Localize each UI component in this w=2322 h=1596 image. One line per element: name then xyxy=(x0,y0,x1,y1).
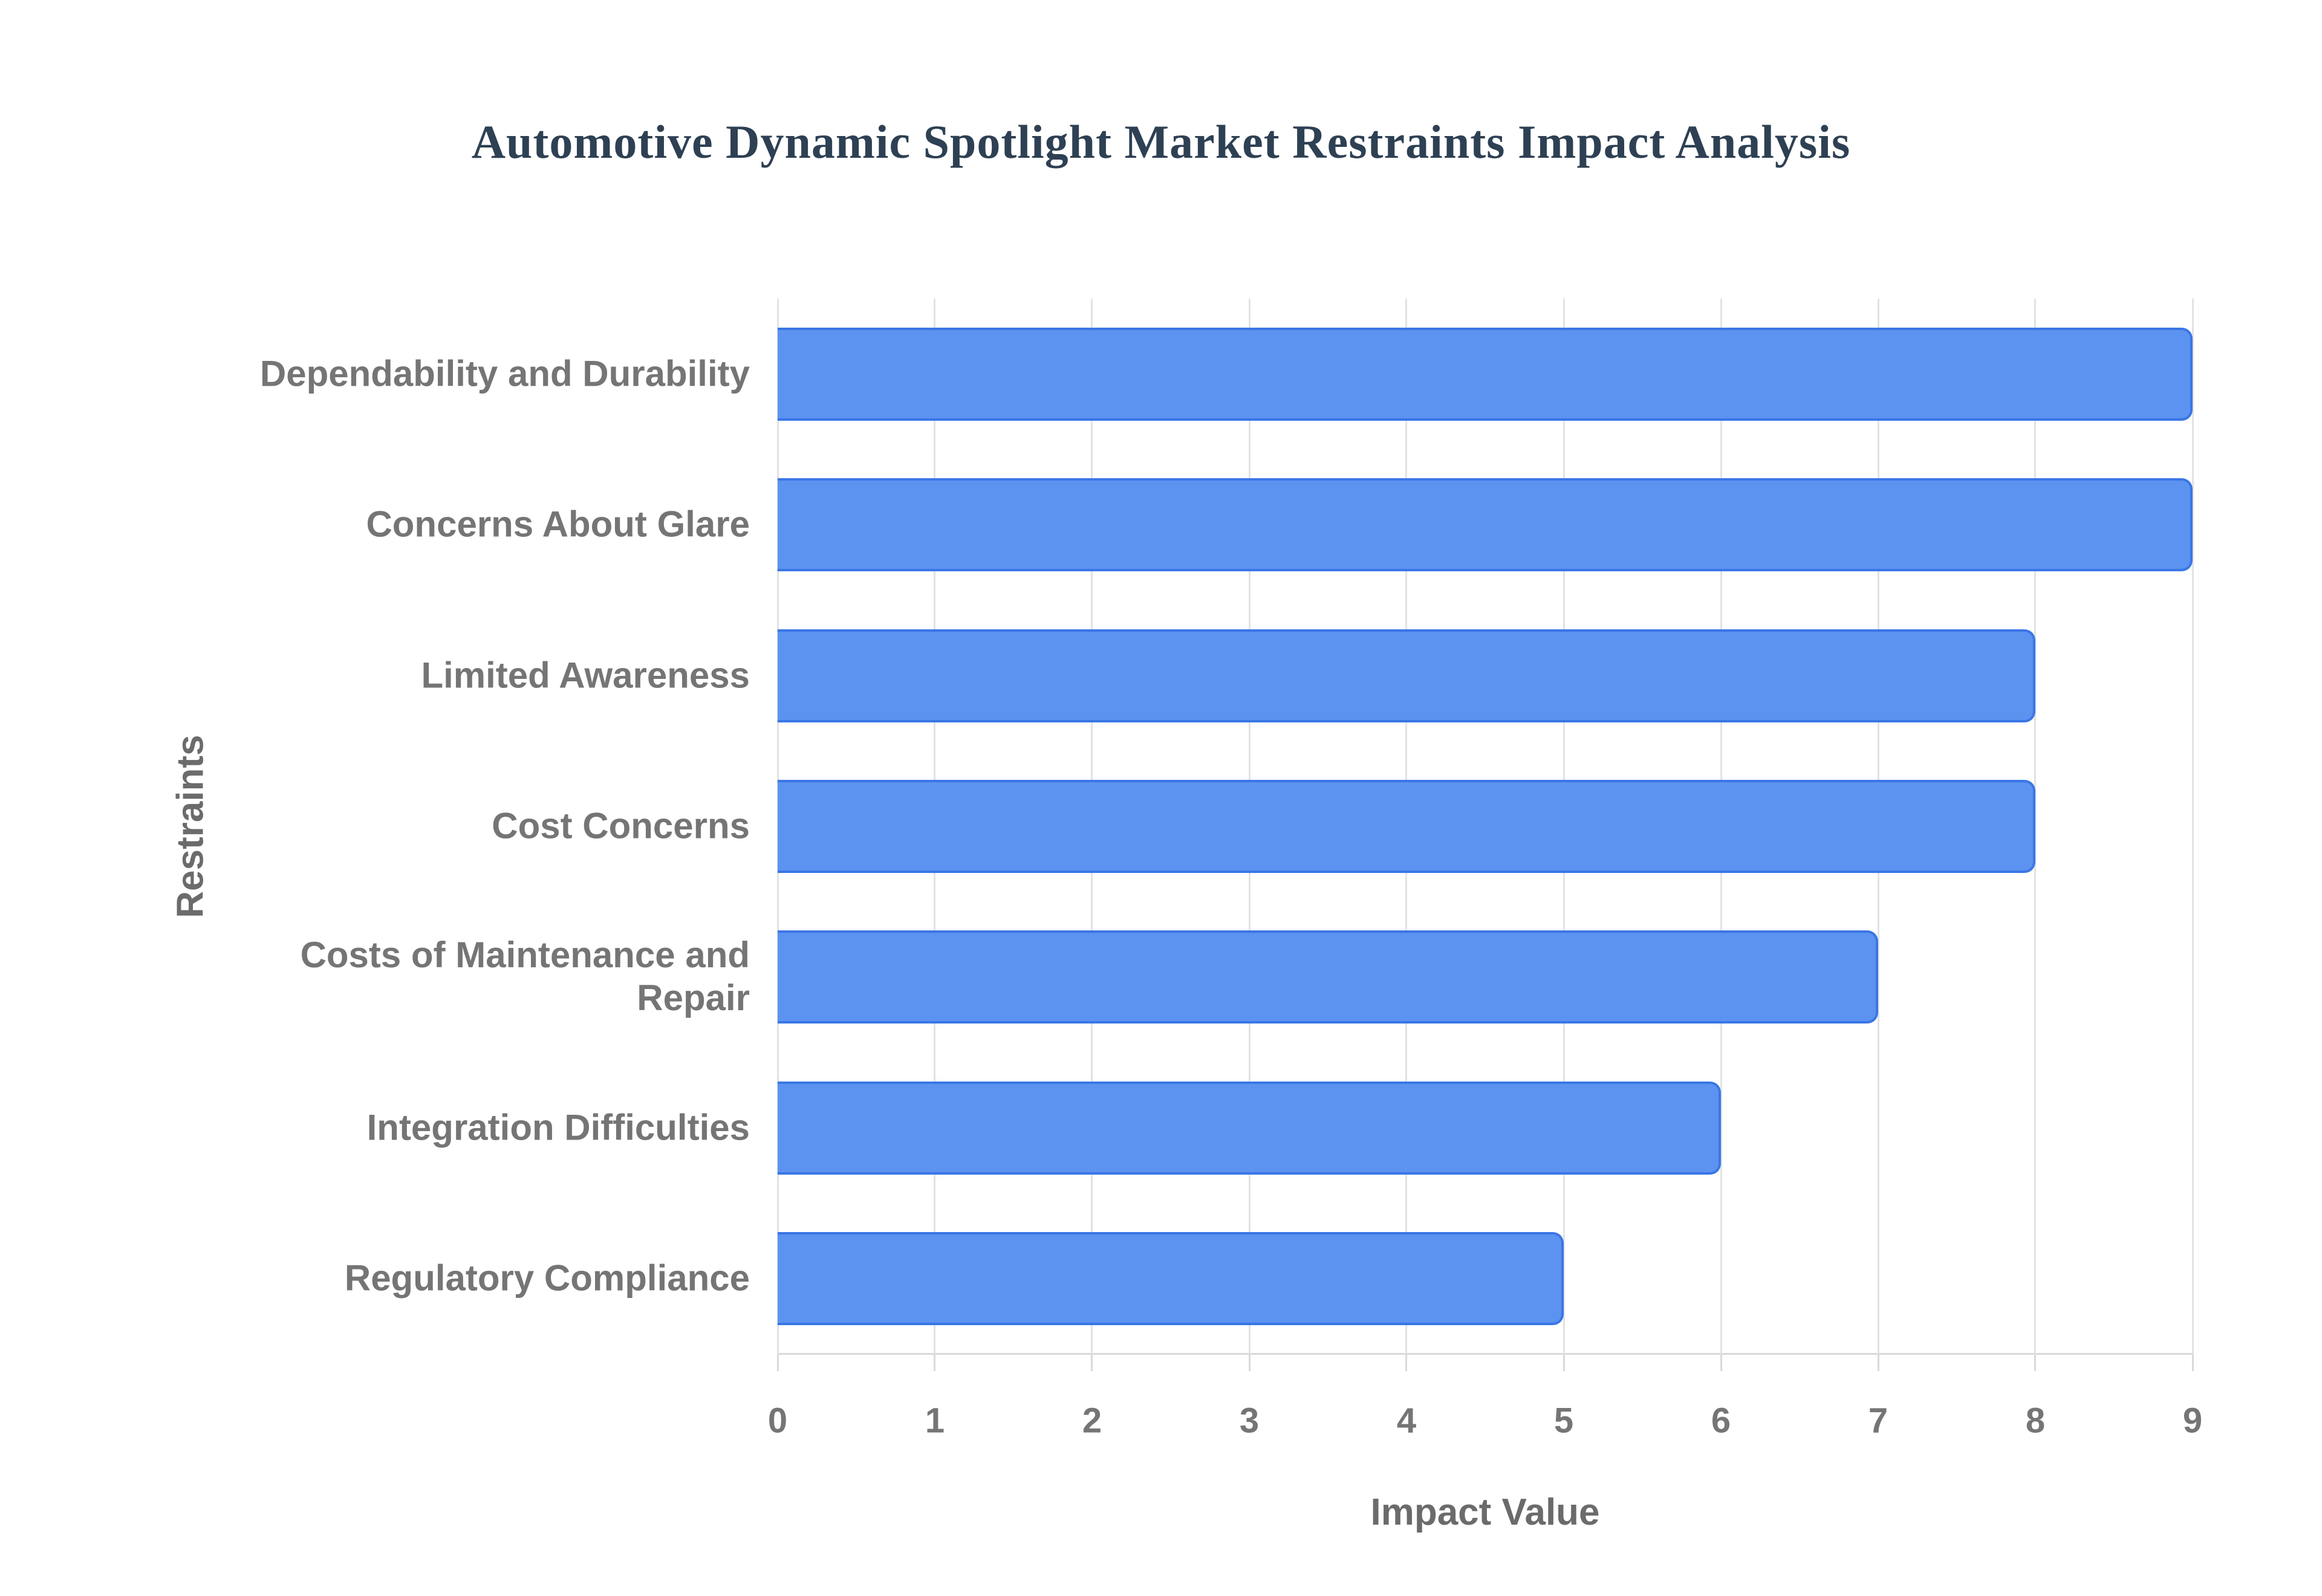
category-label: Dependability and Durability xyxy=(259,353,750,394)
x-axis-tick-mark xyxy=(1720,1354,1722,1371)
bar xyxy=(778,327,2193,421)
x-tick-label: 6 xyxy=(1711,1401,1731,1441)
x-axis-tick-mark xyxy=(2191,1354,2194,1371)
x-axis-tick-mark xyxy=(2034,1354,2037,1371)
category-label: Cost Concerns xyxy=(492,805,750,846)
bar xyxy=(778,478,2193,572)
category-label: Concerns About Glare xyxy=(366,504,750,545)
x-axis-line xyxy=(778,1353,2193,1355)
x-axis-tick-mark xyxy=(934,1354,936,1371)
y-axis-category-labels: Dependability and Durability Concerns Abo… xyxy=(230,299,750,1354)
x-tick-label: 1 xyxy=(925,1401,945,1441)
bar xyxy=(778,1081,1721,1175)
category-label: Costs of Maintenance and Repair xyxy=(300,935,750,1019)
gridline xyxy=(2034,299,2037,1354)
x-tick-label: 3 xyxy=(1239,1401,1260,1441)
category-label: Regulatory Compliance xyxy=(344,1257,750,1299)
gridline xyxy=(2191,299,2194,1354)
x-axis-tick-mark xyxy=(1563,1354,1565,1371)
x-axis-tick-mark xyxy=(1091,1354,1093,1371)
bar xyxy=(778,629,2035,722)
x-axis-tick-mark xyxy=(776,1354,779,1371)
bar xyxy=(778,1232,1564,1326)
chart-title: Automotive Dynamic Spotlight Market Rest… xyxy=(471,115,1851,168)
category-label: Integration Difficulties xyxy=(366,1107,750,1148)
plot-area xyxy=(776,299,2194,1371)
x-tick-label: 7 xyxy=(1868,1401,1888,1441)
y-axis-title: Restraints xyxy=(169,735,212,918)
x-tick-label: 9 xyxy=(2182,1401,2203,1441)
category-label: Limited Awareness xyxy=(421,655,750,696)
x-tick-label: 4 xyxy=(1396,1401,1417,1441)
x-axis-tick-mark xyxy=(1405,1354,1408,1371)
x-tick-label: 5 xyxy=(1553,1401,1574,1441)
x-axis-tick-mark xyxy=(1248,1354,1250,1371)
x-tick-label: 0 xyxy=(767,1401,788,1441)
x-axis-tick-mark xyxy=(1877,1354,1879,1371)
x-tick-label: 8 xyxy=(2025,1401,2046,1441)
x-axis-title: Impact Value xyxy=(1370,1491,1600,1533)
bar xyxy=(778,780,2035,873)
bar xyxy=(778,930,1878,1024)
x-tick-label: 2 xyxy=(1082,1401,1102,1441)
